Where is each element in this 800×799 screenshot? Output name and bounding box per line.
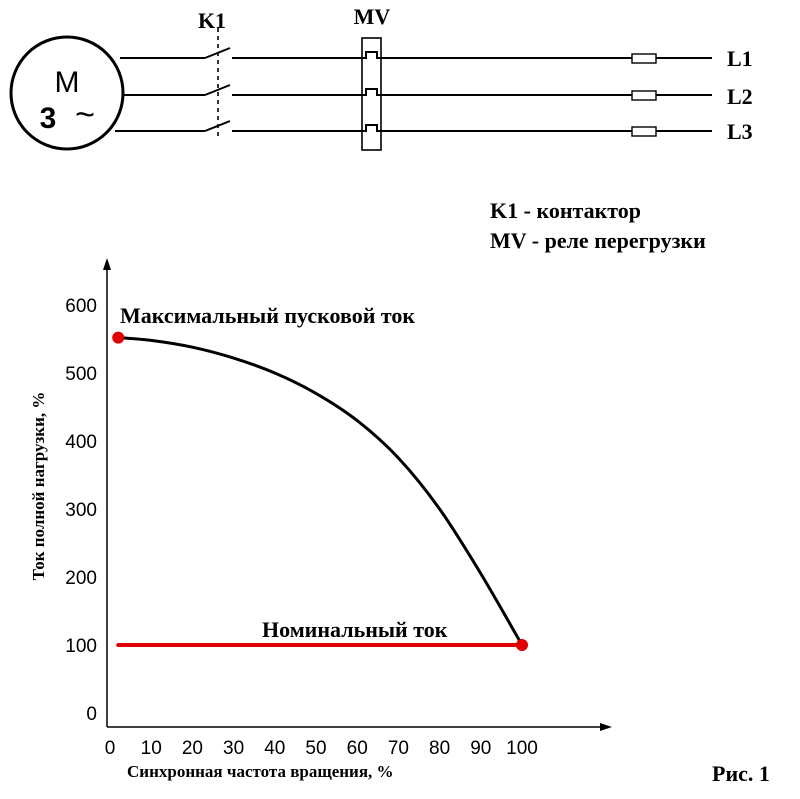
motor-letter: M (55, 66, 80, 99)
y-axis-label: Ток полной нагрузки, % (29, 392, 48, 581)
y-tick-label: 100 (65, 636, 97, 657)
y-tick-label: 600 (65, 296, 97, 317)
y-tick-label: 300 (65, 500, 97, 521)
x-tick-labels: 0 10 20 30 40 50 60 70 80 90 100 (105, 738, 538, 759)
fuse-l1 (631, 53, 657, 64)
motor-symbol (9, 35, 125, 151)
x-tick-label: 0 (105, 738, 116, 759)
x-tick-label: 80 (429, 738, 450, 759)
x-tick-label: 50 (305, 738, 326, 759)
x-tick-label: 60 (347, 738, 368, 759)
legend-relay: MV - реле перегрузки (490, 228, 706, 253)
relay-label: MV (354, 4, 391, 29)
x-tick-label: 70 (388, 738, 409, 759)
overload-relay-mv (361, 37, 382, 151)
current-speed-chart: 0 100 200 300 400 500 600 0 10 20 30 40 50 60 70 80 90 1… (29, 258, 612, 781)
legend-contactor: K1 - контактор (490, 198, 641, 223)
x-tick-label: 40 (264, 738, 285, 759)
x-tick-label: 30 (223, 738, 244, 759)
x-tick-label: 100 (506, 738, 538, 759)
y-tick-labels: 0 100 200 300 400 500 600 (65, 296, 97, 725)
y-tick-label: 400 (65, 432, 97, 453)
max-current-point (112, 331, 125, 344)
line-label-l2: L2 (727, 84, 753, 109)
line-label-l3: L3 (727, 119, 753, 144)
figure-caption: Рис. 1 (712, 761, 770, 786)
y-axis-arrow (103, 258, 111, 270)
rated-current-point (516, 639, 528, 651)
chart-markers (112, 331, 528, 651)
schematic-legend: K1 - контактор MV - реле перегрузки (490, 198, 706, 253)
motor-phase-count: 3 (40, 102, 57, 135)
x-tick-label: 90 (470, 738, 491, 759)
y-tick-label: 0 (86, 704, 97, 725)
y-tick-label: 500 (65, 364, 97, 385)
contactor-label: K1 (198, 8, 226, 33)
chart-series (116, 336, 524, 647)
annotation-rated-current: Номинальный ток (262, 617, 448, 642)
x-axis-arrow (600, 723, 612, 731)
x-tick-label: 10 (141, 738, 162, 759)
fuse-l2 (631, 90, 657, 101)
motor-schematic: M 3 ~ K1 MV L (9, 4, 753, 151)
line-label-l1: L1 (727, 46, 753, 71)
fuse-l3 (631, 126, 657, 137)
starting-current-curve (116, 336, 524, 647)
x-axis-label: Синхронная частота вращения, % (127, 762, 394, 781)
annotation-max-starting-current: Максимальный пусковой ток (120, 303, 415, 328)
motor-ac-symbol: ~ (75, 96, 95, 134)
contactor-k1 (204, 28, 231, 140)
y-tick-label: 200 (65, 568, 97, 589)
x-tick-label: 20 (182, 738, 203, 759)
